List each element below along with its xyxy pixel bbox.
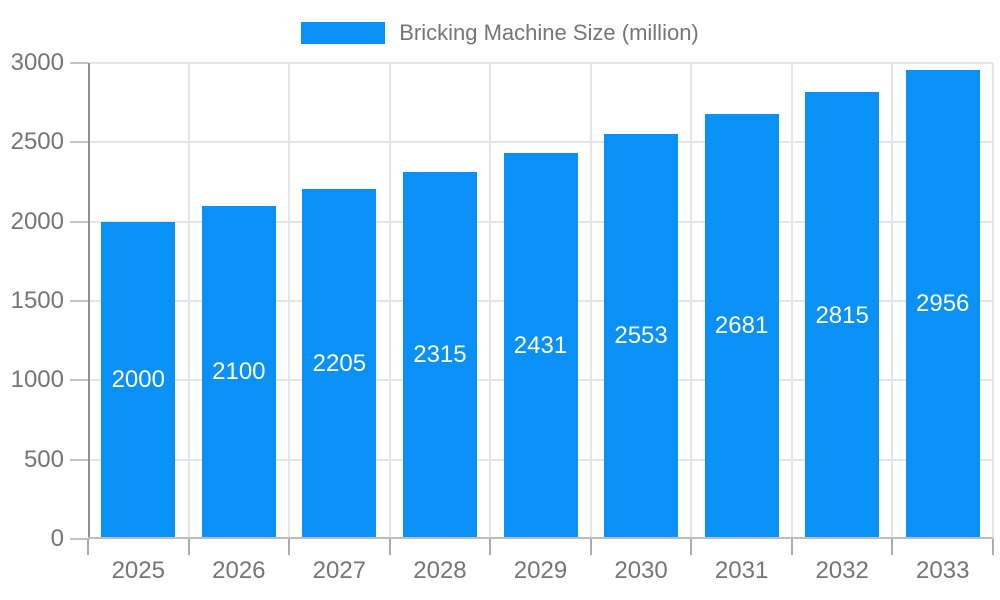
x-tick-label: 2031 — [714, 557, 769, 584]
bar-value-label: 2681 — [714, 312, 769, 340]
y-tick-label: 2000 — [10, 207, 64, 235]
v-gridline — [288, 63, 291, 539]
bar-value-label: 2815 — [815, 301, 869, 329]
bar-value-label: 2553 — [614, 322, 668, 350]
legend: Bricking Machine Size (million) — [0, 20, 1000, 46]
y-tick-label: 2500 — [10, 128, 64, 156]
v-gridline — [187, 63, 190, 539]
x-tick — [87, 539, 89, 555]
legend-swatch[interactable] — [301, 22, 386, 44]
h-gridline — [88, 141, 993, 144]
bar-2030[interactable]: 2553 — [604, 133, 679, 539]
x-tick — [690, 539, 693, 555]
v-gridline — [690, 63, 693, 539]
bar-value-label: 2431 — [513, 332, 568, 360]
bar-2029[interactable]: 2431 — [503, 153, 578, 539]
x-tick-label: 2025 — [111, 557, 165, 584]
bar-2032[interactable]: 2815 — [805, 92, 880, 539]
v-gridline — [489, 63, 492, 539]
h-gridline — [88, 62, 993, 64]
x-tick-label: 2033 — [916, 557, 970, 584]
y-tick — [70, 141, 88, 144]
x-tick — [589, 539, 592, 555]
bar-value-label: 2000 — [111, 366, 165, 394]
x-tick — [891, 539, 894, 555]
y-tick — [70, 62, 88, 64]
y-tick — [70, 538, 88, 540]
bar-2028[interactable]: 2315 — [402, 171, 477, 539]
x-tick — [790, 539, 793, 555]
v-gridline — [992, 63, 994, 539]
bar-value-label: 2100 — [212, 358, 266, 386]
x-tick — [187, 539, 190, 555]
y-tick-label: 1500 — [10, 287, 64, 314]
bar-2025[interactable]: 2000 — [101, 221, 176, 539]
x-tick — [489, 539, 492, 555]
bar-2026[interactable]: 2100 — [201, 205, 276, 539]
x-tick-label: 2026 — [212, 557, 266, 584]
x-tick-label: 2029 — [513, 557, 568, 584]
bar-2033[interactable]: 2956 — [905, 69, 980, 539]
y-tick — [70, 300, 88, 302]
x-tick-label: 2028 — [413, 557, 467, 584]
y-tick — [70, 220, 88, 223]
plot-area: 2000 2100 2205 2315 2431 2553 2681 2815 2956 — [88, 63, 993, 539]
x-tick-label: 2032 — [815, 557, 869, 584]
bar-value-label: 2956 — [916, 290, 970, 318]
y-tick-label: 500 — [23, 445, 64, 473]
y-tick-label: 1000 — [10, 366, 64, 394]
bar-2027[interactable]: 2205 — [302, 189, 377, 539]
bar-value-label: 2205 — [312, 350, 367, 378]
x-tick — [288, 539, 291, 555]
v-gridline — [388, 63, 391, 539]
x-tick-label: 2030 — [614, 557, 668, 584]
y-tick-label: 0 — [50, 525, 64, 552]
y-axis-line — [88, 63, 90, 539]
v-gridline — [589, 63, 592, 539]
v-gridline — [790, 63, 793, 539]
legend-label[interactable]: Bricking Machine Size (million) — [399, 20, 699, 45]
bar-value-label: 2315 — [413, 341, 467, 369]
y-tick — [70, 458, 88, 461]
v-gridline — [891, 63, 894, 539]
y-tick-label: 3000 — [10, 49, 64, 76]
x-tick — [388, 539, 391, 555]
x-tick-label: 2027 — [312, 557, 367, 584]
x-tick — [992, 539, 994, 555]
x-axis-line — [88, 537, 993, 539]
y-tick — [70, 379, 88, 382]
bar-2031[interactable]: 2681 — [704, 113, 779, 539]
